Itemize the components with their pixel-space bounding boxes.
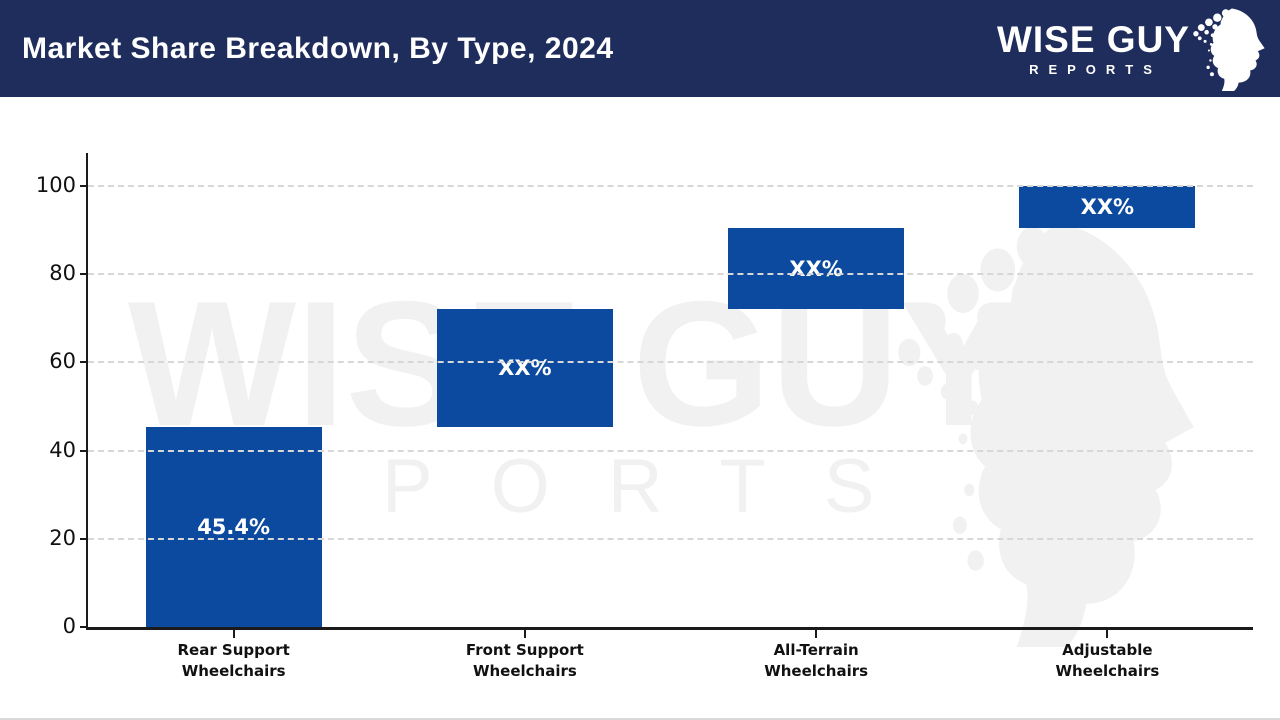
- page-title: Market Share Breakdown, By Type, 2024: [22, 31, 614, 65]
- category-label-line: Rear Support: [177, 641, 290, 659]
- category-label: All-Terrain Wheelchairs: [696, 640, 936, 682]
- y-axis-tick-label: 80: [49, 261, 76, 286]
- category-label: Front Support Wheelchairs: [405, 640, 645, 682]
- bar-value-label: 45.4%: [197, 514, 271, 539]
- bar-value-label: XX%: [1080, 194, 1135, 219]
- y-axis-tick: [80, 449, 88, 452]
- watermark-subtitle: PORTS: [382, 444, 933, 529]
- category-label-line: All-Terrain: [773, 641, 859, 659]
- gridline: [88, 449, 1253, 452]
- y-axis-tick-label: 100: [35, 173, 76, 197]
- y-axis-tick: [80, 273, 88, 276]
- gridline: [88, 273, 1253, 276]
- category-label-line: Wheelchairs: [472, 662, 577, 680]
- x-axis-tick: [523, 630, 526, 638]
- bar-all-terrain-wheelchairs[interactable]: XX%: [728, 227, 905, 310]
- y-axis-tick: [80, 361, 88, 364]
- logo-wordmark: WISE GUY: [996, 19, 1190, 60]
- y-axis-tick: [80, 537, 88, 540]
- gridline: [88, 361, 1253, 364]
- category-label-line: Wheelchairs: [764, 662, 869, 680]
- x-axis-tick: [232, 630, 235, 638]
- bar-value-label: XX%: [789, 256, 843, 281]
- logo-subtitle: REPORTS: [1029, 62, 1162, 77]
- gridline: [88, 185, 1253, 187]
- logo-text: WISE GUY REPORTS: [996, 19, 1190, 78]
- y-axis-tick: [80, 185, 88, 187]
- bar-rear-support-wheelchairs[interactable]: 45.4%: [145, 426, 322, 627]
- bar-value-label: XX%: [498, 356, 552, 381]
- x-axis-tick: [1106, 630, 1109, 638]
- category-label: Adjustable Wheelchairs: [987, 640, 1227, 682]
- wise-guy-reports-logo: WISE GUY REPORTS: [997, 6, 1270, 92]
- gridline: [88, 537, 1253, 540]
- y-axis-tick-label: 20: [49, 525, 76, 550]
- bar-adjustable-wheelchairs[interactable]: XX%: [1019, 186, 1196, 228]
- bar-front-support-wheelchairs[interactable]: XX%: [436, 309, 613, 427]
- x-axis-line: [86, 627, 1253, 630]
- category-label-line: Adjustable: [1062, 641, 1153, 659]
- category-label: Rear Support Wheelchairs: [114, 640, 354, 682]
- y-axis-tick-label: 60: [49, 349, 76, 374]
- y-axis-tick: [80, 626, 88, 628]
- category-label-line: Wheelchairs: [181, 662, 286, 680]
- y-axis-tick-label: 40: [49, 437, 76, 462]
- category-label-line: Wheelchairs: [1055, 662, 1160, 680]
- category-label-line: Front Support: [465, 641, 584, 659]
- x-axis-tick: [815, 630, 818, 638]
- y-axis-tick-label: 0: [62, 614, 76, 638]
- header-bar: Market Share Breakdown, By Type, 2024 WI…: [0, 0, 1280, 97]
- y-axis-line: [86, 153, 88, 630]
